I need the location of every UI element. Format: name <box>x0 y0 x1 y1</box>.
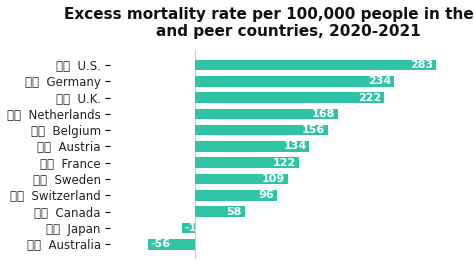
Text: 58: 58 <box>227 207 242 217</box>
Bar <box>195 109 338 119</box>
Bar <box>195 60 436 70</box>
Bar <box>195 92 384 103</box>
Bar <box>195 174 288 184</box>
Text: -56: -56 <box>150 239 171 249</box>
Bar <box>195 157 299 168</box>
Bar <box>195 190 277 201</box>
Text: 109: 109 <box>262 174 285 184</box>
Text: 156: 156 <box>302 125 325 135</box>
Text: 96: 96 <box>258 190 274 200</box>
Text: 122: 122 <box>273 158 296 168</box>
Bar <box>195 206 245 217</box>
Title: Excess mortality rate per 100,000 people in the U.S.
and peer countries, 2020-20: Excess mortality rate per 100,000 people… <box>64 7 474 39</box>
Text: 134: 134 <box>283 142 307 152</box>
Bar <box>148 239 195 250</box>
Text: 222: 222 <box>358 93 381 103</box>
Bar <box>182 223 195 233</box>
Text: 283: 283 <box>410 60 433 70</box>
Text: 234: 234 <box>368 76 392 86</box>
Text: 168: 168 <box>312 109 336 119</box>
Bar <box>195 125 328 135</box>
Bar <box>195 141 309 152</box>
Text: -16: -16 <box>184 223 205 233</box>
Bar <box>195 76 394 87</box>
